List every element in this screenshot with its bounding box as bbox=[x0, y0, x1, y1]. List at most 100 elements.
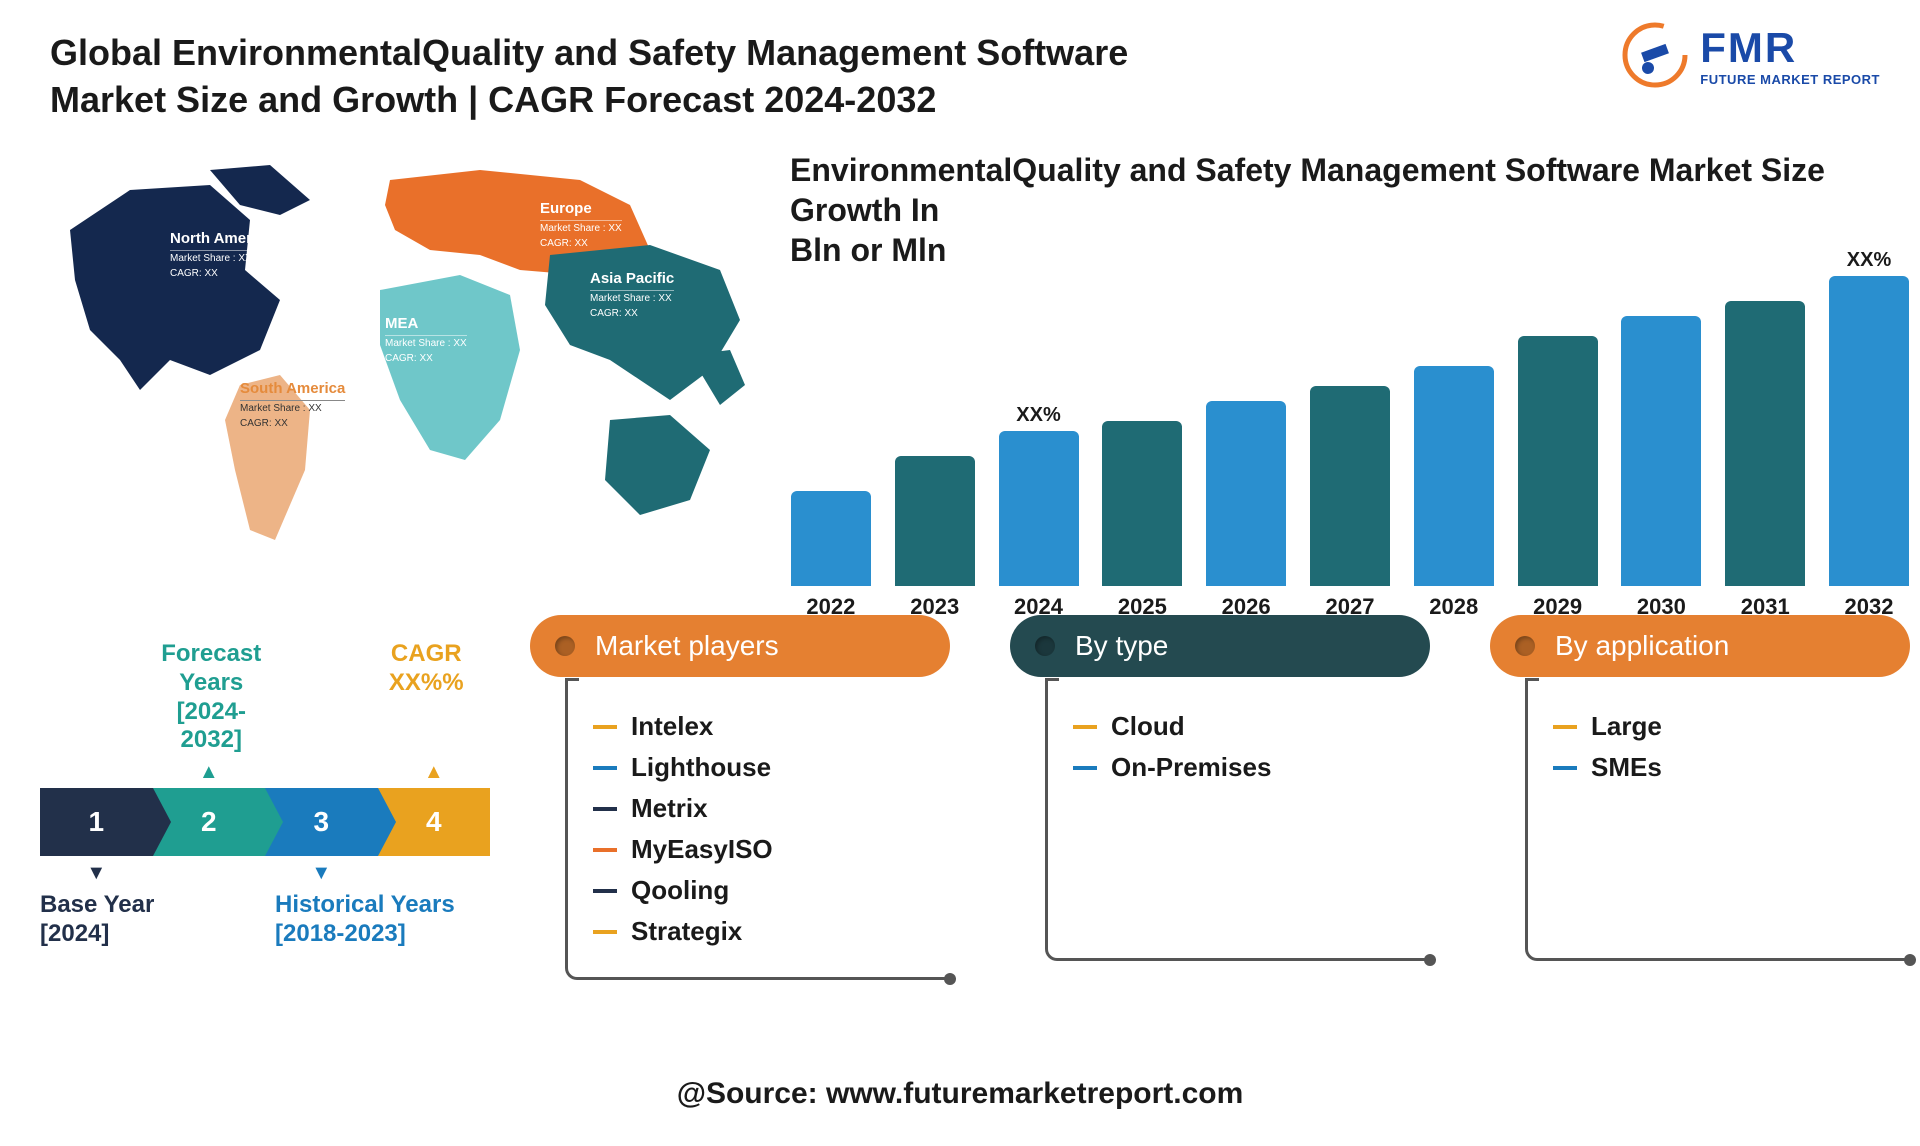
pill-label: By application bbox=[1555, 630, 1729, 662]
bar bbox=[1102, 421, 1182, 586]
bar-2026: 2026 bbox=[1205, 401, 1287, 620]
bracket-list: Intelex Lighthouse Metrix MyEasyISO Qooling S… bbox=[565, 681, 950, 980]
pill-column: By application Large SMEs bbox=[1490, 615, 1910, 980]
historical-label: Historical Years[2018-2023] bbox=[265, 891, 490, 949]
bracket-list: Large SMEs bbox=[1525, 681, 1910, 961]
bar-2031: 2031 bbox=[1724, 301, 1806, 620]
timeline-segment-number: 2 bbox=[201, 806, 217, 838]
base-year-label: Base Year[2024] bbox=[40, 891, 265, 949]
timeline-segment: 1 bbox=[40, 788, 153, 856]
bar-2025: 2025 bbox=[1101, 421, 1183, 620]
dash-icon bbox=[593, 848, 617, 852]
bar bbox=[1621, 316, 1701, 586]
cagr-label: CAGRXX%% bbox=[373, 640, 481, 755]
dash-icon bbox=[1073, 725, 1097, 729]
bar-2027: 2027 bbox=[1309, 386, 1391, 620]
bar bbox=[1206, 401, 1286, 586]
logo: FMR FUTURE MARKET REPORT bbox=[1620, 20, 1880, 90]
list-item-text: Cloud bbox=[1111, 711, 1185, 742]
region-mea: MEA Market Share : XX CAGR: XX bbox=[385, 315, 467, 364]
list-item: Metrix bbox=[593, 793, 950, 824]
pill-header: By application bbox=[1490, 615, 1910, 677]
bar-2029: 2029 bbox=[1517, 336, 1599, 620]
list-item-text: On-Premises bbox=[1111, 752, 1271, 783]
list-item-text: Intelex bbox=[631, 711, 713, 742]
pill-label: Market players bbox=[595, 630, 779, 662]
bullet-icon bbox=[555, 636, 575, 656]
timeline-segment-number: 1 bbox=[88, 806, 104, 838]
bar-2022: 2022 bbox=[790, 491, 872, 620]
pill-label: By type bbox=[1075, 630, 1168, 662]
bar bbox=[1725, 301, 1805, 586]
pill-column: By type Cloud On-Premises bbox=[1010, 615, 1430, 980]
list-item: MyEasyISO bbox=[593, 834, 950, 865]
page-title: Global EnvironmentalQuality and Safety M… bbox=[50, 30, 1150, 124]
header: Global EnvironmentalQuality and Safety M… bbox=[50, 30, 1150, 124]
bracket-list: Cloud On-Premises bbox=[1045, 681, 1430, 961]
dash-icon bbox=[1073, 766, 1097, 770]
bar-2024: XX%2024 bbox=[998, 431, 1080, 620]
list-item: Large bbox=[1553, 711, 1910, 742]
pill-header: By type bbox=[1010, 615, 1430, 677]
list-item-text: Large bbox=[1591, 711, 1662, 742]
pill-column: Market players Intelex Lighthouse Metrix MyE… bbox=[530, 615, 950, 980]
list-item-text: Lighthouse bbox=[631, 752, 771, 783]
growth-bar-chart: EnvironmentalQuality and Safety Manageme… bbox=[790, 150, 1910, 620]
triangle-up-icon: ▲ bbox=[153, 761, 266, 784]
region-south-america: South America Market Share : XX CAGR: XX bbox=[240, 380, 345, 429]
triangle-down-icon: ▼ bbox=[40, 862, 153, 885]
timeline-bar: 1 2 3 4 bbox=[40, 788, 490, 856]
forecast-label: Forecast Years[2024-2032] bbox=[158, 640, 266, 755]
dash-icon bbox=[593, 930, 617, 934]
list-item: SMEs bbox=[1553, 752, 1910, 783]
dash-icon bbox=[593, 725, 617, 729]
source-attribution: @Source: www.futuremarketreport.com bbox=[0, 1077, 1920, 1111]
list-item: Lighthouse bbox=[593, 752, 950, 783]
telescope-icon bbox=[1620, 20, 1690, 90]
category-columns: Market players Intelex Lighthouse Metrix MyE… bbox=[530, 615, 1910, 980]
region-label: North America bbox=[170, 230, 273, 247]
list-item: On-Premises bbox=[1073, 752, 1430, 783]
region-north-america: North America Market Share : XX CAGR: XX bbox=[170, 230, 273, 279]
list-item-text: Strategix bbox=[631, 916, 742, 947]
bullet-icon bbox=[1035, 636, 1055, 656]
triangle-up-icon: ▲ bbox=[378, 761, 491, 784]
bullet-icon bbox=[1515, 636, 1535, 656]
timeline-segment-number: 4 bbox=[426, 806, 442, 838]
world-map: North America Market Share : XX CAGR: XX… bbox=[50, 160, 760, 560]
list-item-text: Metrix bbox=[631, 793, 708, 824]
list-item-text: Qooling bbox=[631, 875, 729, 906]
logo-text-main: FMR bbox=[1700, 24, 1880, 72]
dash-icon bbox=[1553, 766, 1577, 770]
bar bbox=[1829, 276, 1909, 586]
dash-icon bbox=[593, 807, 617, 811]
region-asia-pacific: Asia Pacific Market Share : XX CAGR: XX bbox=[590, 270, 674, 319]
chart-title: EnvironmentalQuality and Safety Manageme… bbox=[790, 150, 1910, 270]
bar-annotation: XX% bbox=[1016, 404, 1060, 427]
dash-icon bbox=[593, 889, 617, 893]
list-item-text: SMEs bbox=[1591, 752, 1662, 783]
logo-text-sub: FUTURE MARKET REPORT bbox=[1700, 72, 1880, 87]
bar-2030: 2030 bbox=[1621, 316, 1703, 620]
bar bbox=[999, 431, 1079, 586]
bar bbox=[1414, 366, 1494, 586]
bar-2032: XX%2032 bbox=[1828, 276, 1910, 620]
dash-icon bbox=[593, 766, 617, 770]
chart-bars: 2022 2023 XX%2024 2025 2026 2027 2028 2029 2030 2… bbox=[790, 280, 1910, 620]
bar bbox=[1310, 386, 1390, 586]
bar-annotation: XX% bbox=[1847, 249, 1891, 272]
triangle-down-icon: ▼ bbox=[265, 862, 378, 885]
pill-header: Market players bbox=[530, 615, 950, 677]
timeline-segment-number: 3 bbox=[313, 806, 329, 838]
timeline: Forecast Years[2024-2032] CAGRXX%% ▲ ▲ 1… bbox=[40, 640, 490, 949]
list-item: Intelex bbox=[593, 711, 950, 742]
region-europe: Europe Market Share : XX CAGR: XX bbox=[540, 200, 622, 249]
bar-2028: 2028 bbox=[1413, 366, 1495, 620]
bar bbox=[791, 491, 871, 586]
list-item: Cloud bbox=[1073, 711, 1430, 742]
list-item-text: MyEasyISO bbox=[631, 834, 773, 865]
bar bbox=[1518, 336, 1598, 586]
bar bbox=[895, 456, 975, 586]
bar-2023: 2023 bbox=[894, 456, 976, 620]
dash-icon bbox=[1553, 725, 1577, 729]
